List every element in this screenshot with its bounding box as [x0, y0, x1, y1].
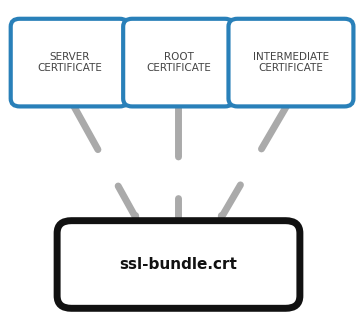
FancyBboxPatch shape [228, 19, 353, 106]
Text: ROOT
CERTIFICATE: ROOT CERTIFICATE [146, 52, 211, 74]
FancyBboxPatch shape [11, 19, 129, 106]
FancyBboxPatch shape [123, 19, 234, 106]
FancyBboxPatch shape [57, 221, 300, 308]
Text: SERVER
CERTIFICATE: SERVER CERTIFICATE [37, 52, 102, 74]
Text: ssl-bundle.crt: ssl-bundle.crt [120, 257, 237, 272]
Text: INTERMEDIATE
CERTIFICATE: INTERMEDIATE CERTIFICATE [253, 52, 329, 74]
